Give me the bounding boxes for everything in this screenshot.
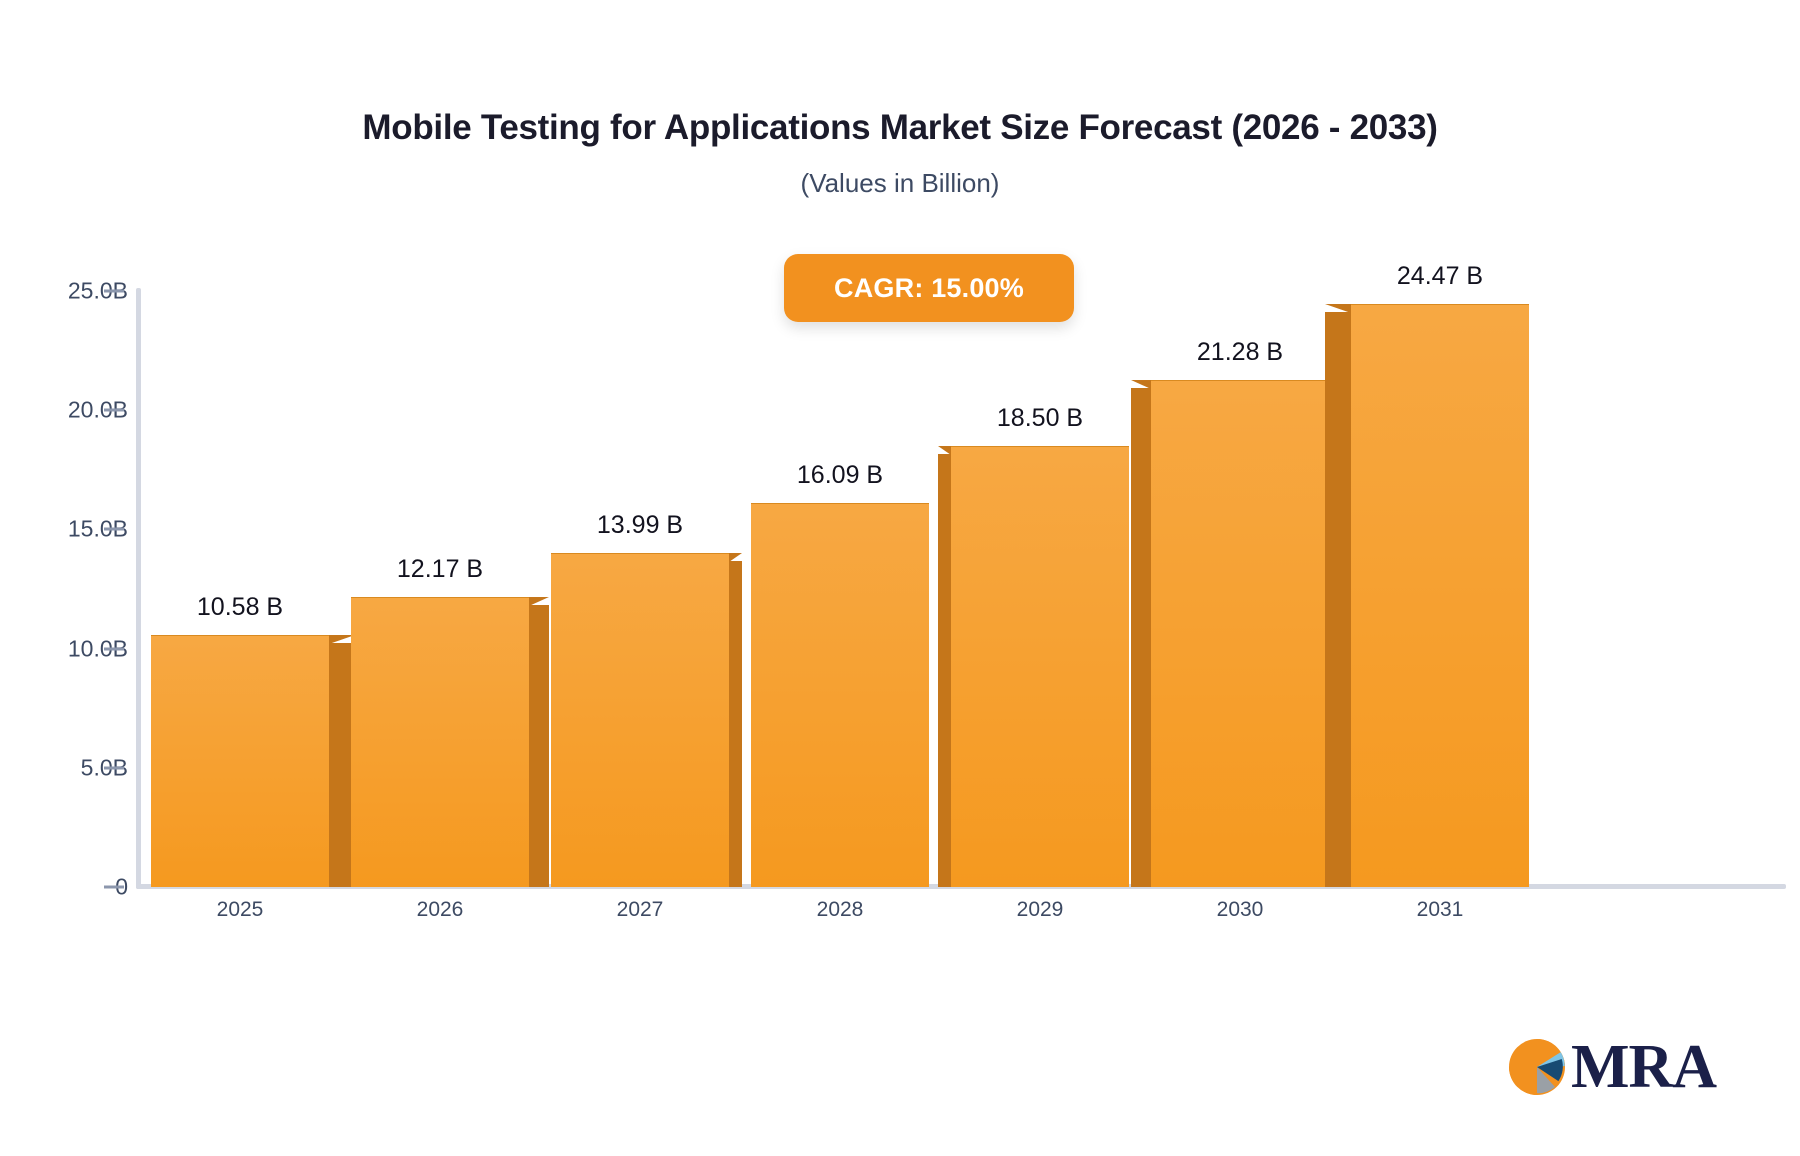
x-axis-tick-label: 2025 [216,898,264,921]
bar-value-label: 12.17 B [396,554,484,583]
x-axis-tick-label: 2029 [1016,898,1064,921]
bar-value-label: 24.47 B [1396,261,1484,290]
bar-side-bevel [729,553,742,563]
y-axis-tick-mark [104,647,124,651]
bar-side-face [729,561,742,887]
bar-side-face [1131,387,1151,887]
bar-side-face [1325,311,1351,887]
logo-wordmark: MRA [1571,1033,1717,1101]
mra-logo: MRA [1505,1033,1717,1101]
y-axis-tick-mark [104,289,124,293]
chart-title: Mobile Testing for Applications Market S… [362,108,1438,147]
bar-side-bevel [1325,303,1351,313]
bar-value-label: 13.99 B [596,511,684,540]
bar-value-label: 21.28 B [1196,337,1284,366]
y-axis-tick-mark [104,527,124,531]
bar-front-face[interactable] [1351,303,1529,887]
x-axis-tick-label: 2026 [416,898,464,921]
x-axis-tick-label: 2030 [1216,898,1264,921]
bar-side-bevel [1131,379,1151,389]
chart-subtitle: (Values in Billion) [800,168,1000,198]
bar-value-label: 16.09 B [796,461,884,490]
bar-side-face [938,453,951,887]
y-axis-tick-mark [104,885,124,889]
bar-side-bevel [938,445,951,455]
bar-side-bevel [529,596,549,606]
bar-side-bevel [329,634,355,644]
bar-front-face[interactable] [951,445,1129,887]
x-axis-tick-label: 2031 [1416,898,1464,921]
bar-front-face[interactable] [751,503,929,887]
y-axis-tick-mark [104,408,124,412]
bar-front-face[interactable] [1151,379,1329,887]
bar-front-face[interactable] [151,634,329,887]
cagr-badge: CAGR: 15.00% [784,254,1074,322]
x-axis-tick-label: 2027 [616,898,664,921]
bar-side-face [329,642,355,887]
x-axis-tick-label: 2028 [816,898,864,921]
y-axis-tick-mark [104,766,124,770]
y-axis-line [136,288,141,889]
bar-value-label: 18.50 B [996,403,1084,432]
bar-front-face[interactable] [351,596,529,887]
pie-chart-icon [1509,1039,1565,1095]
bar-side-face [529,604,549,887]
bar-value-label: 10.58 B [196,592,284,621]
bar-front-face[interactable] [551,553,729,887]
